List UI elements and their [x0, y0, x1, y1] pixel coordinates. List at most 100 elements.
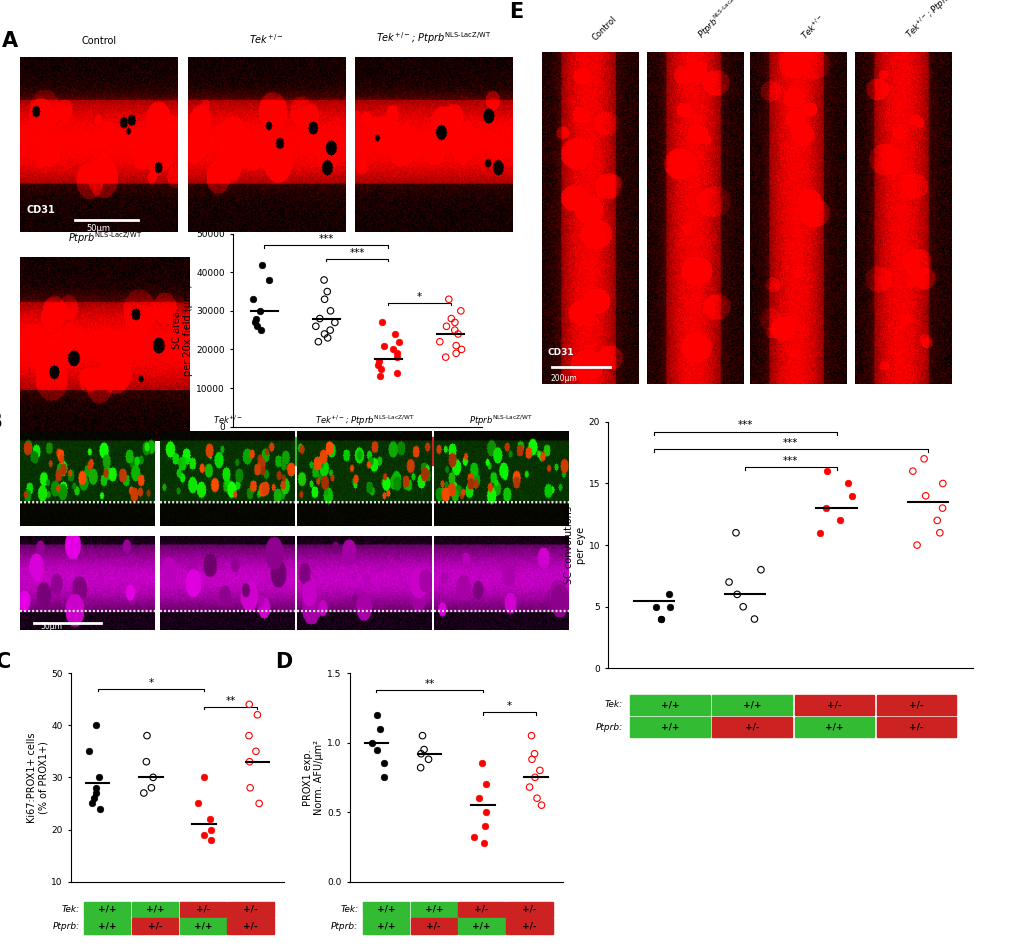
Point	[841, 476, 857, 491]
Text: +/+: +/+	[661, 701, 679, 709]
Point	[388, 365, 405, 380]
Y-axis label: Ki67:PROX1+ cells
(% of PROX1+): Ki67:PROX1+ cells (% of PROX1+)	[26, 732, 49, 823]
Text: Tek:: Tek:	[225, 440, 243, 448]
Text: $Tek^{+/-}$: $Tek^{+/-}$	[248, 32, 284, 46]
Point	[729, 587, 745, 602]
Point	[812, 525, 828, 540]
Point	[443, 311, 459, 326]
Text: $Ptprb^{\rm NLS\text{-}LacZ/WT}$: $Ptprb^{\rm NLS\text{-}LacZ/WT}$	[696, 0, 750, 43]
Bar	[248, 452, 302, 465]
Text: **: **	[425, 679, 435, 688]
Point	[653, 611, 669, 627]
Text: $Tek^{+/-}$: $Tek^{+/-}$	[213, 413, 242, 426]
Text: *: *	[148, 678, 153, 687]
Text: D: D	[276, 652, 293, 672]
Bar	[713, 695, 792, 715]
Point	[311, 311, 328, 326]
Point	[372, 721, 388, 737]
Bar	[795, 717, 874, 738]
Text: +/-: +/-	[427, 921, 441, 931]
Point	[390, 334, 407, 349]
Text: E: E	[509, 3, 523, 23]
Bar	[363, 902, 409, 917]
Point	[448, 346, 464, 361]
Bar	[360, 452, 414, 465]
Text: +/-: +/-	[379, 440, 394, 448]
Point	[145, 770, 161, 785]
Point	[904, 464, 921, 479]
Text: 50μm: 50μm	[86, 224, 111, 232]
Point	[476, 835, 492, 850]
Bar	[132, 902, 178, 917]
Point	[728, 525, 744, 540]
Point	[446, 322, 462, 337]
Text: Ptprb:: Ptprb:	[53, 921, 79, 931]
Text: ***: ***	[783, 438, 799, 447]
Point	[139, 728, 155, 743]
Bar	[795, 695, 874, 715]
Text: C: C	[0, 652, 12, 672]
Text: +/-: +/-	[323, 454, 339, 463]
Text: +/+: +/+	[266, 454, 285, 463]
Text: +/+: +/+	[97, 921, 117, 931]
Point	[322, 322, 339, 337]
Point	[477, 818, 493, 833]
Point	[388, 346, 405, 361]
Text: +/+: +/+	[378, 454, 396, 463]
Point	[661, 587, 677, 602]
Point	[524, 752, 540, 767]
Point	[376, 756, 392, 771]
Point	[88, 785, 104, 800]
Point	[197, 770, 213, 785]
Text: ***: ***	[318, 234, 334, 245]
Point	[248, 311, 265, 326]
Point	[203, 832, 219, 848]
Point	[90, 770, 106, 785]
Point	[316, 292, 333, 307]
Y-axis label: PROX1 exp.
Norm. AFU/µm²: PROX1 exp. Norm. AFU/µm²	[303, 739, 324, 815]
Point	[203, 822, 219, 837]
Point	[247, 315, 264, 330]
Text: +/-: +/-	[522, 905, 536, 914]
Bar	[84, 919, 130, 934]
Bar	[458, 919, 505, 934]
Text: ***: ***	[783, 456, 799, 466]
Point	[450, 326, 466, 341]
Point	[735, 599, 751, 614]
Text: +/-: +/-	[745, 722, 759, 732]
Text: Ptprb:: Ptprb:	[596, 722, 623, 732]
Point	[92, 801, 108, 816]
Point	[845, 488, 861, 503]
Point	[241, 755, 258, 770]
Text: B: B	[0, 412, 2, 432]
Text: +/+: +/+	[146, 905, 164, 914]
Point	[247, 743, 264, 758]
Bar	[132, 919, 178, 934]
Bar	[411, 919, 457, 934]
Point	[421, 752, 437, 767]
Text: +/-: +/-	[243, 921, 258, 931]
Text: +/+: +/+	[825, 722, 844, 732]
Text: 200μm: 200μm	[551, 374, 577, 383]
Point	[479, 805, 495, 820]
Point	[319, 330, 336, 345]
Point	[452, 303, 468, 319]
Point	[478, 776, 494, 792]
Point	[316, 272, 333, 287]
Text: +/-: +/-	[475, 905, 489, 914]
Text: CD31: CD31	[26, 205, 56, 215]
Point	[470, 791, 487, 806]
Point	[474, 756, 490, 771]
Point	[322, 303, 339, 319]
Point	[369, 707, 385, 722]
Point	[373, 315, 389, 330]
Text: $Ptprb^{\rm NLS\text{-}LacZ/WT}$: $Ptprb^{\rm NLS\text{-}LacZ/WT}$	[68, 229, 142, 246]
Bar	[363, 919, 409, 934]
Text: +/-: +/-	[148, 921, 162, 931]
Point	[251, 303, 268, 319]
Text: +/-: +/-	[522, 921, 536, 931]
Point	[652, 611, 668, 627]
Text: *: *	[507, 701, 512, 711]
Bar	[416, 437, 470, 450]
Point	[364, 735, 380, 750]
